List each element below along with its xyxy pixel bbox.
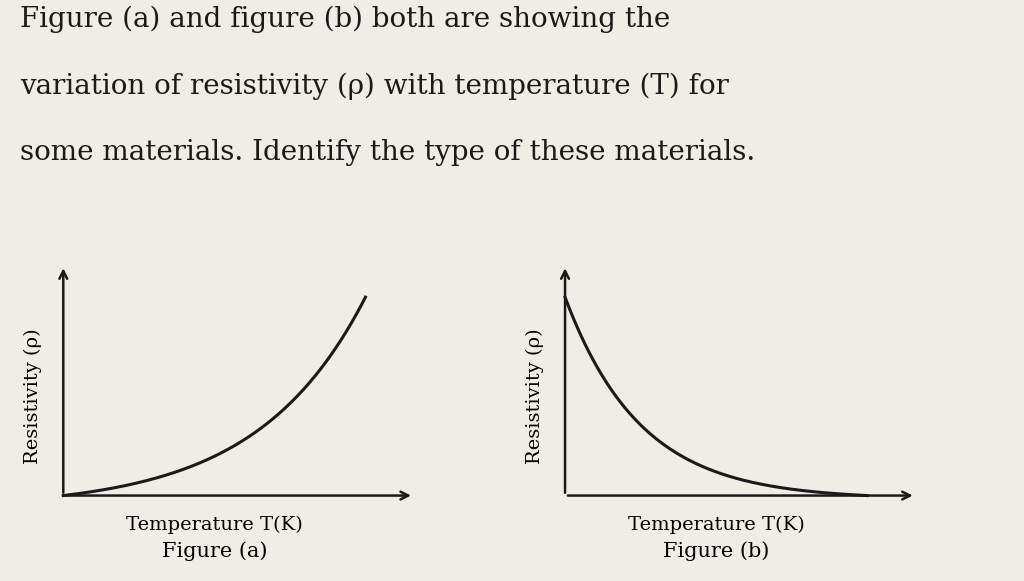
- Text: Figure (a) and figure (b) both are showing the: Figure (a) and figure (b) both are showi…: [20, 6, 671, 33]
- Text: Resistivity (ρ): Resistivity (ρ): [525, 328, 544, 464]
- Text: Figure (b): Figure (b): [663, 541, 769, 561]
- Text: Temperature T(K): Temperature T(K): [628, 515, 805, 533]
- Text: Resistivity (ρ): Resistivity (ρ): [24, 328, 42, 464]
- Text: Temperature T(K): Temperature T(K): [126, 515, 303, 533]
- Text: Figure (a): Figure (a): [162, 541, 267, 561]
- Text: some materials. Identify the type of these materials.: some materials. Identify the type of the…: [20, 139, 756, 166]
- Text: variation of resistivity (ρ) with temperature (T) for: variation of resistivity (ρ) with temper…: [20, 73, 729, 100]
